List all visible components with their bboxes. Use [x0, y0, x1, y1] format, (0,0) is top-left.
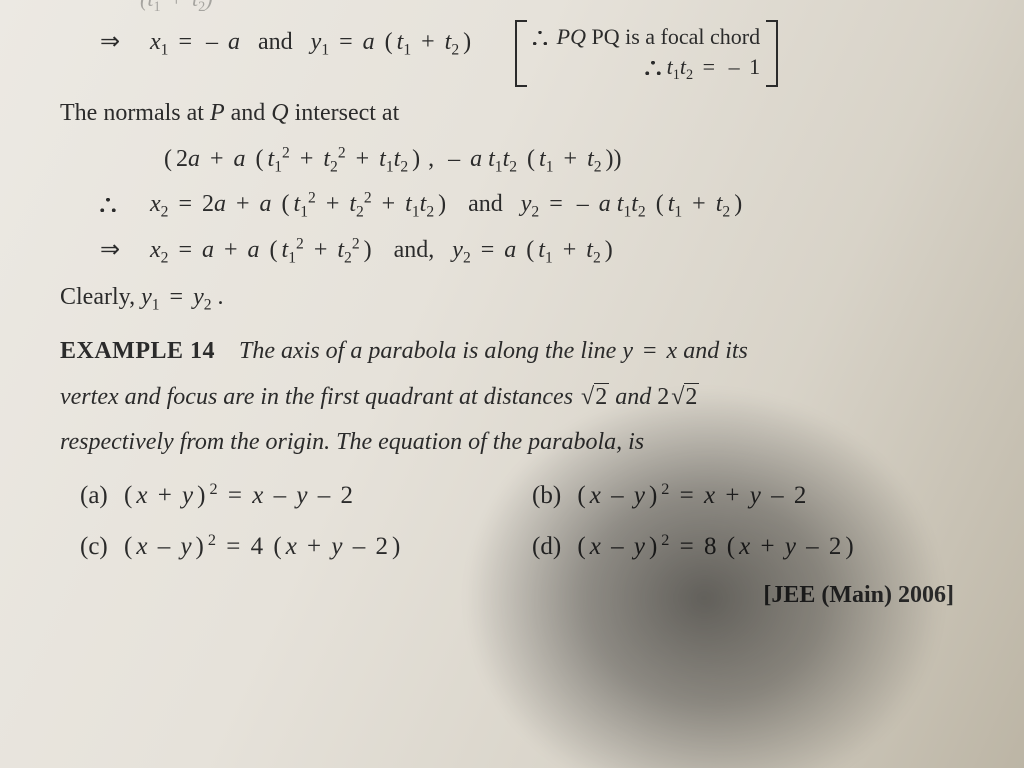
option-d-label: (d) — [532, 533, 561, 560]
bracket-line-1: PQ PQ is a focal chord — [533, 22, 760, 52]
example-body-1: The axis of a parabola is along the line — [239, 338, 622, 364]
option-a: (a) (x + y)2 = x – y – 2 — [80, 472, 502, 520]
intersection-point: (2a + a (t12 + t22 + t1t2), – a t1t2 (t1… — [160, 137, 626, 183]
example-body-2: vertex and focus are in the first quadra… — [60, 384, 579, 410]
source-citation: [JEE (Main) 2006] — [60, 573, 984, 619]
derivation-line-2: The normals at P and Q intersect at — [60, 91, 984, 137]
option-d: (d) (x – y)2 = 8 (x + y – 2) — [532, 523, 954, 571]
math-x2-y2-a: x2 = 2a + a (t12 + t22 + t1t2) and y2 = … — [150, 182, 746, 228]
page: (t1 + t2) ⇒ x1 = – a and y1 = a (t1 + t2… — [0, 0, 1024, 768]
and-text: and — [615, 384, 657, 410]
derivation-line-3: (2a + a (t12 + t22 + t1t2), – a t1t2 (t1… — [60, 137, 984, 183]
therefore-icon — [645, 54, 661, 79]
example-line-1: EXAMPLE 14 The axis of a parabola is alo… — [60, 329, 984, 375]
sqrt-2: 2 — [579, 375, 609, 421]
implies-arrow: ⇒ — [100, 228, 150, 274]
clearly-text: Clearly, y1 = y2 . — [60, 275, 224, 321]
reason-text-1: PQ is a focal chord — [591, 24, 760, 49]
option-c: (c) (x – y)2 = 4 (x + y – 2) — [80, 523, 502, 571]
math-x1-y1: x1 = – a and y1 = a (t1 + t2) — [150, 20, 475, 66]
option-a-label: (a) — [80, 482, 108, 509]
options-grid: (a) (x + y)2 = x – y – 2 (b) (x – y)2 = … — [60, 472, 984, 571]
option-c-label: (c) — [80, 533, 108, 560]
implies-arrow: ⇒ — [100, 20, 150, 66]
bracket-line-2: t1t2 = – 1 — [533, 52, 760, 85]
example-label: EXAMPLE 14 — [60, 338, 215, 364]
because-icon — [533, 24, 551, 49]
example-body-3: respectively from the origin. The equati… — [60, 420, 644, 466]
example-line-2: vertex and focus are in the first quadra… — [60, 375, 984, 421]
example-block: EXAMPLE 14 The axis of a parabola is alo… — [60, 329, 984, 466]
sqrt-2b: 2 — [669, 375, 699, 421]
cutoff-previous-line: (t1 + t2) — [140, 0, 213, 21]
coef-2: 2 — [657, 384, 669, 410]
reason-bracket: PQ PQ is a focal chord t1t2 = – 1 — [515, 20, 778, 87]
derivation-line-4: x2 = 2a + a (t12 + t22 + t1t2) and y2 = … — [60, 182, 984, 228]
derivation-line-1: ⇒ x1 = – a and y1 = a (t1 + t2) PQ PQ is… — [60, 20, 984, 87]
normals-text: The normals at P and Q intersect at — [60, 91, 399, 137]
derivation-line-6: Clearly, y1 = y2 . — [60, 275, 984, 321]
math-x2-y2-b: x2 = a + a (t12 + t22) and, y2 = a (t1 +… — [150, 228, 617, 274]
option-b: (b) (x – y)2 = x + y – 2 — [532, 472, 954, 520]
example-line-3: respectively from the origin. The equati… — [60, 420, 984, 466]
therefore-symbol — [100, 182, 150, 228]
option-b-label: (b) — [532, 482, 561, 509]
derivation-line-5: ⇒ x2 = a + a (t12 + t22) and, y2 = a (t1… — [60, 228, 984, 274]
